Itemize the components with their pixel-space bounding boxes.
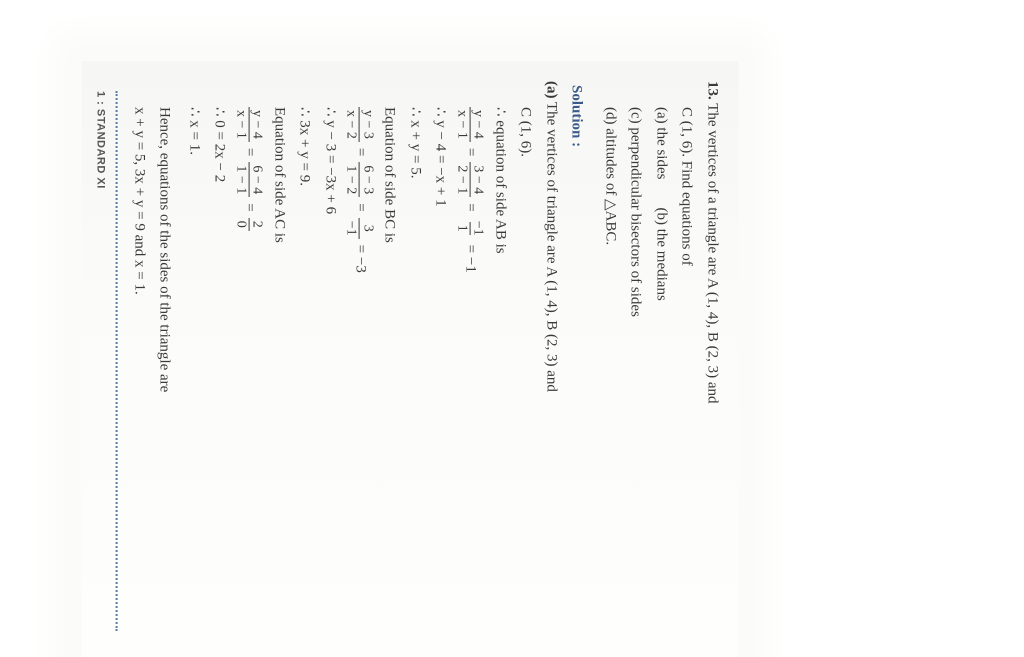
bc-frac1-den: x − 2 [343, 107, 359, 142]
option-d: (d) altitudes of △ABC. [597, 81, 623, 641]
ab-tail: = −1 [457, 245, 483, 273]
bc-frac3-num: 3 [360, 222, 375, 235]
solution-heading: Solution : [563, 81, 589, 641]
footer-left: 1 : STANDARD XI [91, 91, 110, 189]
page-content: 13. The vertices of a triangle are A (1,… [81, 61, 738, 657]
bc-intro: Equation of side BC is [376, 81, 402, 641]
ab-step-2: ∴ x + y = 5. [402, 81, 428, 641]
ab-fraction-line: y − 4 x − 1 = 3 − 4 2 − 1 = −1 1 = −1 [453, 81, 487, 641]
bc-frac2-den: 1 − 2 [343, 163, 359, 198]
ab-frac2-num: 3 − 4 [470, 163, 485, 198]
question-line-2: C (1, 6). Find equations of [673, 81, 699, 641]
ac-frac-3: 2 0 [233, 218, 265, 231]
bc-frac1-num: y − 3 [360, 107, 375, 142]
equals-sign: = [457, 204, 483, 212]
equals-sign: = [346, 204, 372, 212]
bc-tail: = −3 [346, 245, 372, 273]
bc-frac-3: 3 −1 [343, 218, 375, 239]
ac-frac3-den: 0 [233, 218, 249, 231]
part-a-label: (a) [543, 81, 559, 99]
ab-frac3-den: 1 [454, 222, 470, 235]
ab-step-1: ∴ y − 4 = −x + 1 [427, 81, 453, 641]
page-footer: 1 : STANDARD XI [91, 81, 116, 641]
ab-frac2-den: 2 − 1 [454, 163, 470, 198]
bc-frac-1: y − 3 x − 2 [343, 107, 375, 142]
bc-frac-2: 6 − 3 1 − 2 [343, 163, 375, 198]
page: 13. The vertices of a triangle are A (1,… [0, 0, 1024, 657]
option-b: (b) the medians [648, 208, 674, 301]
question-number: 13. [704, 81, 720, 100]
bc-step-2: ∴ 3x + y = 9. [291, 81, 317, 641]
equals-sign: = [236, 204, 262, 212]
ac-frac3-num: 2 [249, 218, 264, 231]
options-row-1: (a) the sides (b) the medians [648, 81, 674, 641]
option-c: (c) perpendicular bisectors of sides [622, 81, 648, 641]
ab-frac-2: 3 − 4 2 − 1 [454, 163, 486, 198]
ac-frac1-den: x − 1 [233, 107, 249, 142]
vertices-text-2: C (1, 6). [512, 81, 538, 641]
ac-intro: Equation of side AC is [266, 81, 292, 641]
ab-frac-1: y − 4 x − 1 [454, 107, 486, 142]
vertices-text-1: The vertices of triangle are A (1, 4), B… [543, 102, 559, 392]
ac-frac2-num: 6 − 4 [249, 163, 264, 198]
hence-line-1: Hence, equations of the sides of the tri… [151, 81, 177, 641]
ac-frac-2: 6 − 4 1 − 1 [233, 163, 265, 198]
question-line-1: 13. The vertices of a triangle are A (1,… [699, 81, 725, 641]
equals-sign: = [346, 148, 372, 156]
bc-step-1: ∴ y − 3 = −3x + 6 [317, 81, 343, 641]
equals-sign: = [236, 148, 262, 156]
ac-fraction-line: y − 4 x − 1 = 6 − 4 1 − 1 = 2 0 [232, 81, 266, 641]
bc-fraction-line: y − 3 x − 2 = 6 − 3 1 − 2 = 3 −1 = −3 [342, 81, 376, 641]
ac-frac2-den: 1 − 1 [233, 163, 249, 198]
ab-intro: ∴ equation of side AB is [487, 81, 513, 641]
ac-step-1: ∴ 0 = 2x − 2 [206, 81, 232, 641]
ac-frac1-num: y − 4 [249, 107, 264, 142]
bc-frac2-num: 6 − 3 [360, 163, 375, 198]
ac-frac-1: y − 4 x − 1 [233, 107, 265, 142]
ab-frac-3: −1 1 [454, 218, 486, 239]
bc-frac3-den: −1 [343, 218, 359, 239]
ab-frac1-den: x − 1 [454, 107, 470, 142]
ab-frac3-num: −1 [470, 218, 485, 239]
ac-step-2: ∴ x = 1. [181, 81, 207, 641]
ab-frac1-num: y − 4 [470, 107, 485, 142]
hence-line-2: x + y = 5, 3x + y = 9 and x = 1. [126, 81, 152, 641]
solution-part-a-line1: (a) The vertices of triangle are A (1, 4… [538, 81, 564, 641]
option-a: (a) the sides [648, 107, 674, 179]
equals-sign: = [457, 148, 483, 156]
question-stem-1: The vertices of a triangle are A (1, 4),… [704, 104, 720, 404]
